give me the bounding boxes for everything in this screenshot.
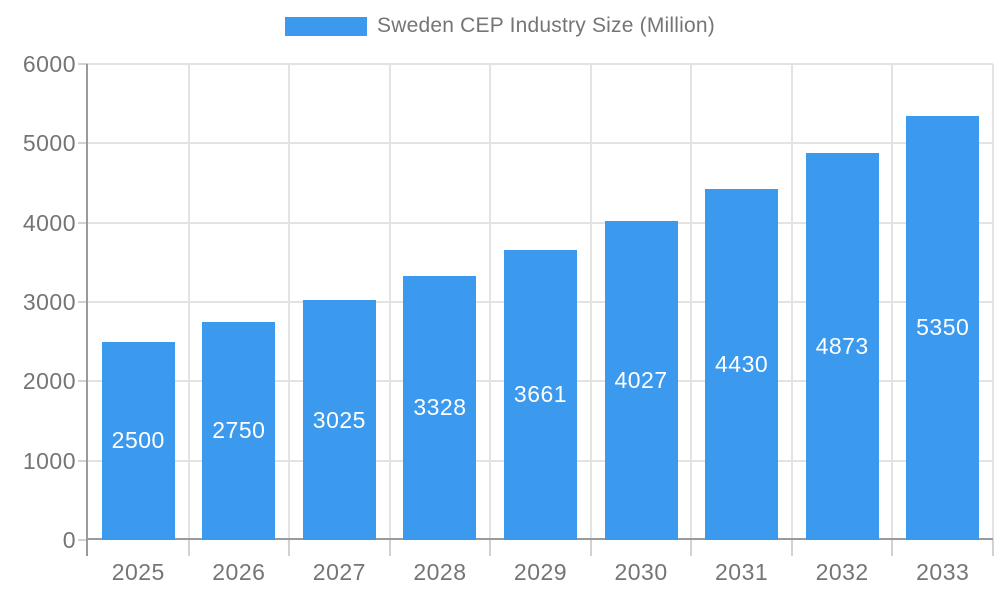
gridline-vertical xyxy=(589,64,592,540)
bar-value-label: 2500 xyxy=(111,427,165,454)
legend-swatch xyxy=(285,16,368,36)
gridline-vertical xyxy=(790,64,793,540)
y-tick-mark xyxy=(78,221,88,224)
bar[interactable]: 3328 xyxy=(403,275,477,540)
x-axis-label: 2029 xyxy=(513,559,568,585)
gridline-vertical xyxy=(388,64,391,540)
gridline-vertical xyxy=(187,64,190,540)
x-tick-mark xyxy=(589,540,592,556)
bar[interactable]: 3025 xyxy=(302,300,376,540)
x-tick-mark xyxy=(187,540,190,556)
x-axis-label: 2033 xyxy=(916,559,970,585)
gridline-horizontal xyxy=(88,142,993,145)
x-tick-mark xyxy=(690,540,693,556)
x-axis-label: 2030 xyxy=(614,559,668,585)
gridline-vertical xyxy=(489,64,492,540)
bar[interactable]: 5350 xyxy=(906,115,980,540)
x-axis-label: 2027 xyxy=(312,559,366,585)
gridline-vertical xyxy=(992,64,994,540)
legend-label: Sweden CEP Industry Size (Million) xyxy=(377,14,715,37)
y-axis-label: 4000 xyxy=(22,209,76,236)
x-tick-mark xyxy=(288,540,291,556)
legend[interactable]: Sweden CEP Industry Size (Million) xyxy=(0,14,1000,38)
y-tick-mark xyxy=(78,63,88,65)
plot-area: 2500 2750 3025 3328 3661 4027 4430 4873 5350 xyxy=(78,63,994,556)
y-axis-label: 0 xyxy=(62,527,76,553)
bar-value-label: 5350 xyxy=(916,314,970,341)
bar-value-label: 2750 xyxy=(212,417,266,444)
y-tick-mark xyxy=(78,459,88,462)
x-tick-mark xyxy=(790,540,793,556)
x-axis-label: 2026 xyxy=(212,559,266,585)
bar-value-label: 3328 xyxy=(413,394,467,421)
bar-value-label: 4027 xyxy=(614,366,668,393)
bar-value-label: 3025 xyxy=(312,406,366,433)
bar[interactable]: 4873 xyxy=(805,153,879,540)
gridline-vertical xyxy=(288,64,291,540)
y-axis-line xyxy=(86,64,88,556)
bar[interactable]: 4027 xyxy=(604,220,678,540)
bar[interactable]: 2500 xyxy=(101,341,175,540)
x-axis-label: 2028 xyxy=(413,559,467,585)
y-tick-mark xyxy=(78,301,88,303)
y-tick-mark xyxy=(78,380,88,383)
bar-value-label: 4430 xyxy=(715,350,769,377)
y-axis-label: 6000 xyxy=(22,51,76,77)
gridline-vertical xyxy=(891,64,894,540)
y-axis-label: 1000 xyxy=(22,447,76,474)
y-tick-mark xyxy=(78,142,88,145)
x-axis-label: 2025 xyxy=(111,559,165,585)
x-axis-label: 2031 xyxy=(715,559,769,585)
y-axis-label: 5000 xyxy=(22,130,76,157)
bar[interactable]: 3661 xyxy=(504,249,577,540)
x-tick-mark xyxy=(388,540,391,556)
x-tick-mark xyxy=(891,540,894,556)
y-axis-label: 2000 xyxy=(22,368,76,395)
x-tick-mark xyxy=(992,540,994,556)
bar[interactable]: 2750 xyxy=(202,321,276,540)
bar[interactable]: 4430 xyxy=(705,188,779,540)
gridline-horizontal xyxy=(88,63,993,65)
bar-value-label: 4873 xyxy=(815,333,869,360)
y-axis-label: 3000 xyxy=(22,289,76,315)
gridline-vertical xyxy=(690,64,693,540)
gridline-horizontal xyxy=(88,221,993,224)
x-axis-label: 2032 xyxy=(815,559,869,585)
bar-value-label: 3661 xyxy=(513,381,568,408)
y-tick-mark xyxy=(78,539,88,541)
x-tick-mark xyxy=(489,540,492,556)
